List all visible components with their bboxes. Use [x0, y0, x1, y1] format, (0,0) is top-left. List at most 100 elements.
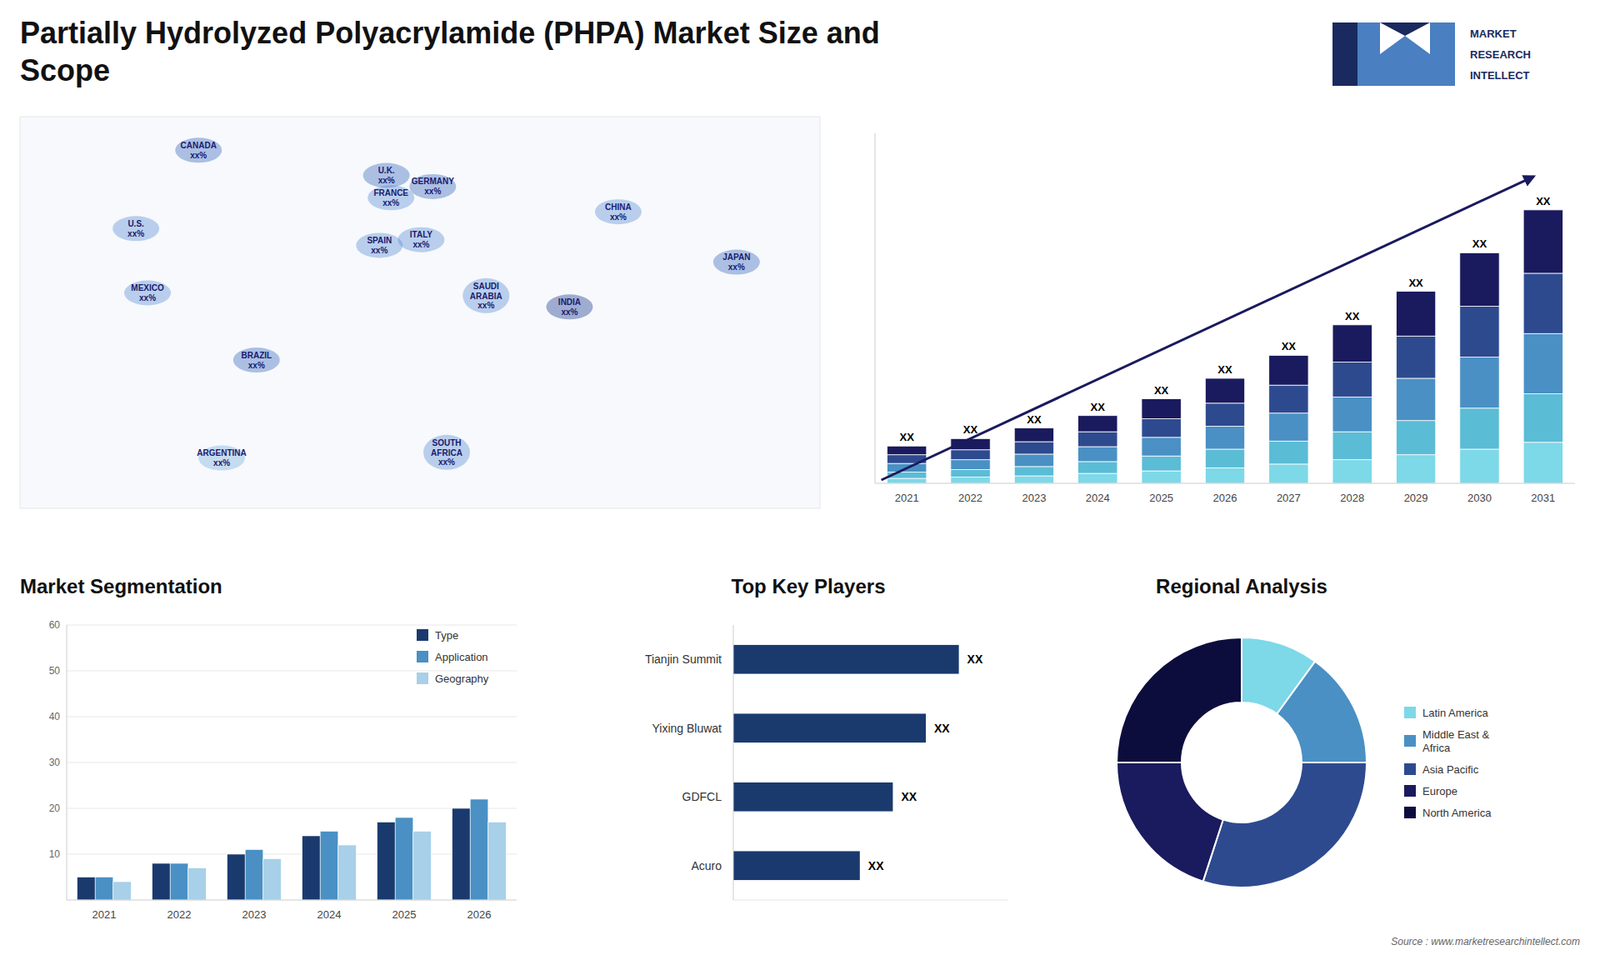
total-label: XX	[1408, 276, 1424, 290]
y-tick-label: 40	[49, 710, 61, 723]
value-label: XX	[868, 859, 885, 873]
logo-shape	[1332, 22, 1455, 86]
donut-slice	[1116, 762, 1224, 882]
bar-segment	[1523, 273, 1563, 334]
country-share: xx%	[139, 293, 156, 303]
country-marker	[367, 185, 415, 210]
bar-segment	[1332, 460, 1372, 484]
value-label: XX	[900, 790, 917, 804]
country-share: xx%	[424, 186, 441, 196]
bar-segment	[1523, 333, 1563, 394]
country-name: FRANCE	[373, 188, 409, 198]
bar	[263, 859, 282, 901]
chart-title: Market Segmentation	[20, 575, 223, 598]
total-label: XX	[1026, 413, 1042, 426]
legend-label: Asia Pacific	[1422, 763, 1480, 776]
x-tick-label: 2026	[467, 908, 492, 921]
bars	[733, 645, 960, 880]
country-name: ARGENTINA	[196, 448, 246, 458]
y-axis-line	[66, 625, 68, 900]
chart-title: Top Key Players	[731, 575, 886, 598]
legend-swatch	[1404, 785, 1416, 797]
bar-segment	[1523, 442, 1563, 484]
world-map: U.S.xx%CANADAxx%MEXICOxx%BRAZILxx%ARGENT…	[20, 116, 820, 509]
x-tick-label: 2027	[1276, 491, 1301, 505]
bar	[733, 713, 926, 743]
bar-segment	[1269, 440, 1309, 465]
text-line: Middle East &	[1422, 728, 1490, 741]
bar-segment	[1395, 420, 1435, 455]
country-share: xx%	[127, 229, 145, 239]
bar-segment	[1395, 335, 1435, 379]
horizontal-bar-chart: Tianjin SummitXXYixing BluwatXXGDFCLXXAc…	[645, 625, 1009, 900]
text-line: Scope	[20, 53, 110, 88]
bar-segment	[1078, 473, 1118, 484]
bar-segment	[1014, 475, 1054, 484]
map-labels: U.S.xx%CANADAxx%MEXICOxx%BRAZILxx%ARGENT…	[127, 140, 750, 468]
bar-segment	[1078, 461, 1118, 474]
country-name: SAUDIARABIA	[470, 280, 503, 300]
y-tick-label: 50	[49, 665, 61, 677]
x-axis-line	[66, 900, 517, 901]
dashboard: Partially Hydrolyzed Polyacrylamide (PHP…	[0, 0, 1600, 955]
bar	[302, 835, 321, 900]
x-tick-label: 2022	[167, 908, 192, 921]
y-tick-label: 30	[49, 756, 61, 769]
donut-slice	[1203, 762, 1367, 888]
country-marker	[409, 174, 456, 200]
bar	[377, 822, 396, 901]
map-marks	[112, 137, 760, 470]
total-label: XX	[1090, 400, 1106, 414]
x-tick-label: 2028	[1340, 491, 1365, 505]
bar	[188, 868, 207, 901]
total-label: XX	[900, 430, 915, 444]
logo-text: RESEARCH	[1470, 48, 1531, 61]
bar	[488, 822, 507, 901]
bar-segment	[1014, 428, 1054, 442]
x-tick-label: 2023	[242, 908, 267, 921]
bar	[77, 877, 96, 901]
bar-segment	[1332, 396, 1372, 432]
bar-segment	[1332, 325, 1372, 363]
text-line: SOUTH	[432, 437, 462, 447]
legend-label: North America	[1422, 806, 1492, 820]
bar-segment	[1460, 357, 1500, 409]
y-axis-line	[733, 625, 735, 900]
bar-segment	[1460, 449, 1500, 484]
legend-swatch	[1404, 763, 1416, 775]
bar-segment	[1332, 431, 1372, 460]
bar	[152, 863, 171, 900]
legend-swatch	[416, 672, 429, 685]
y-tick-label: 60	[49, 619, 61, 631]
country-share: xx%	[370, 245, 388, 255]
x-tick-label: 2024	[317, 908, 342, 921]
legend-swatch	[416, 650, 429, 663]
country-share: xx%	[213, 458, 230, 468]
category-label: Acuro	[690, 859, 722, 873]
total-label: XX	[1345, 310, 1360, 323]
map-frame	[20, 116, 820, 509]
country-marker	[397, 227, 445, 253]
country-name: BRAZIL	[240, 350, 272, 360]
bar	[413, 831, 432, 901]
x-tick-label: 2021	[895, 491, 920, 505]
bar-segment	[1269, 413, 1309, 442]
bar-segment	[1205, 425, 1245, 450]
country-name: JAPAN	[722, 252, 750, 262]
x-tick-label: 2030	[1467, 491, 1492, 505]
bar-segment	[1141, 418, 1181, 437]
country-share: xx%	[190, 150, 207, 160]
grid-line	[66, 808, 517, 810]
country-marker	[124, 280, 171, 306]
country-marker	[175, 137, 222, 163]
bar-segment	[950, 460, 990, 470]
bar-segment	[1460, 408, 1500, 450]
trend-arrow	[881, 176, 1535, 480]
grid-line	[66, 670, 517, 672]
logo-text: INTELLECT	[1470, 69, 1530, 82]
x-tick-label: 2024	[1085, 491, 1110, 505]
country-name: GERMANY	[411, 176, 455, 186]
bar-segment	[887, 445, 927, 455]
bar-segment	[1205, 378, 1245, 404]
bar-segment	[1205, 467, 1245, 484]
